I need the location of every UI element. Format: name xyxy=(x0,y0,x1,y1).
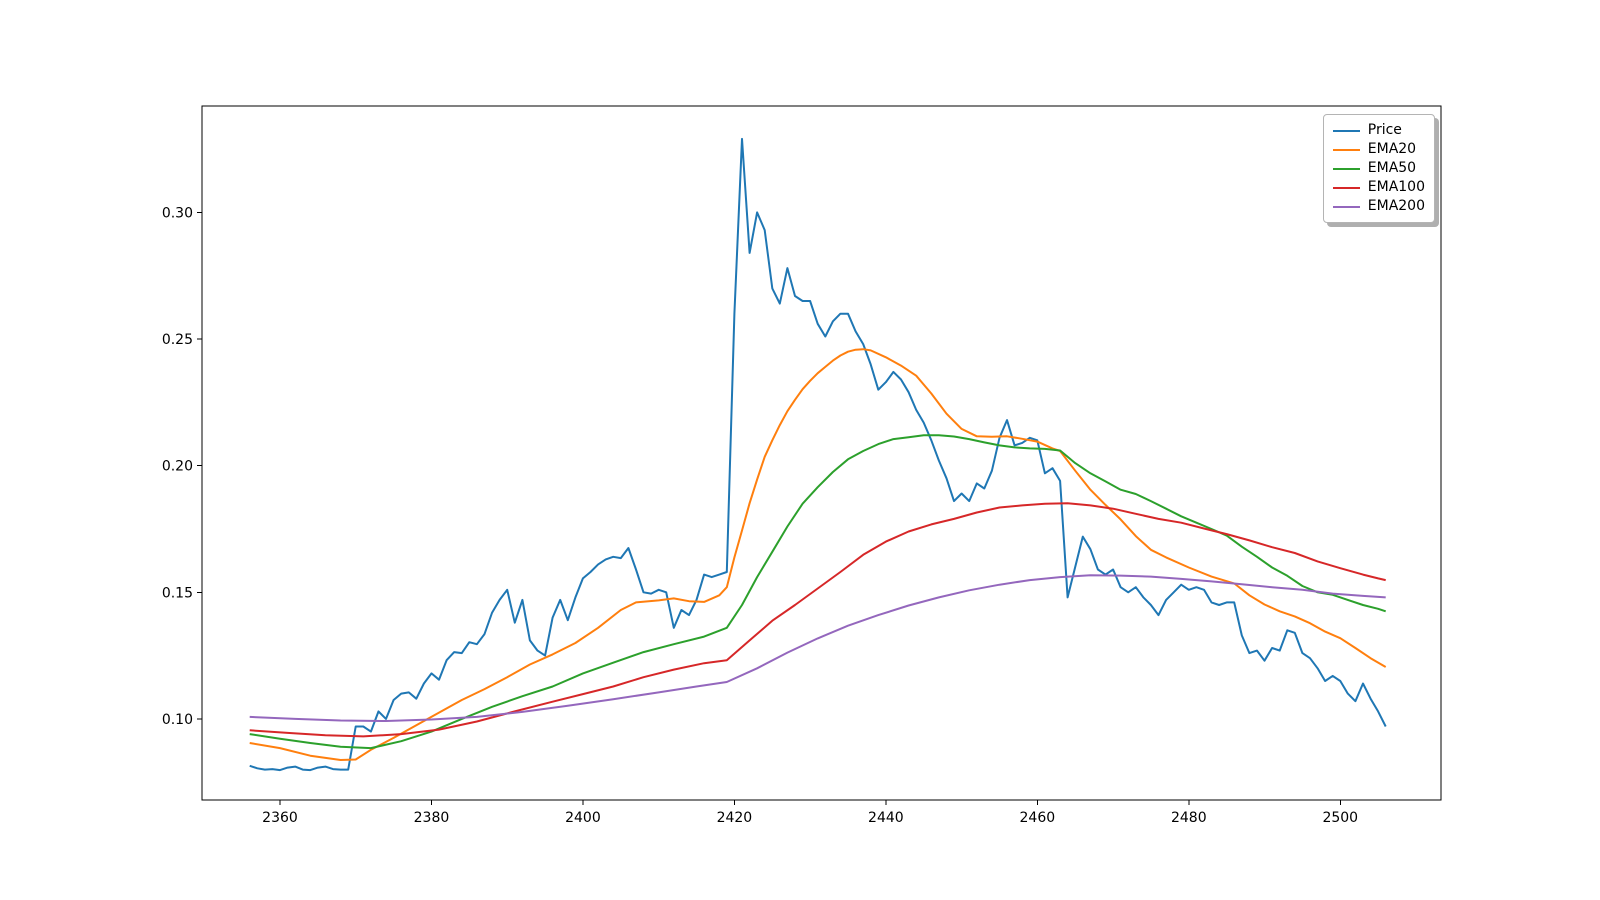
legend-entry: Price xyxy=(1332,121,1425,140)
legend-label: EMA20 xyxy=(1367,141,1417,157)
legend-entry: EMA100 xyxy=(1332,178,1425,197)
y-tick-label: 0.10 xyxy=(162,712,193,728)
legend-entry: EMA200 xyxy=(1332,197,1425,216)
legend-line-swatch xyxy=(1332,148,1360,151)
legend-line-swatch xyxy=(1332,205,1360,208)
series-line-ema100 xyxy=(249,502,1386,738)
plot-frame xyxy=(201,105,1442,801)
y-tick-label: 0.30 xyxy=(162,205,193,221)
series-line-ema20 xyxy=(249,348,1387,761)
legend-line-swatch xyxy=(1332,167,1360,170)
legend-label: Price xyxy=(1367,122,1402,138)
legend-entry: EMA20 xyxy=(1332,140,1425,159)
legend: Price EMA20 EMA50 EMA100 EMA200 xyxy=(1322,114,1435,223)
y-tick-label: 0.25 xyxy=(162,332,193,348)
legend-label: EMA100 xyxy=(1367,179,1425,195)
x-tick-label: 2420 xyxy=(717,810,753,826)
plot-background xyxy=(202,106,1441,800)
legend-label: EMA50 xyxy=(1367,160,1417,176)
x-tick-label: 2380 xyxy=(414,810,450,826)
x-tick-label: 2400 xyxy=(565,810,601,826)
legend-entry: EMA50 xyxy=(1332,159,1425,178)
x-tick-label: 2500 xyxy=(1322,810,1358,826)
x-tick-label: 2360 xyxy=(262,810,298,826)
legend-line-swatch xyxy=(1332,186,1360,189)
legend-line-swatch xyxy=(1332,129,1360,132)
series-line-ema200 xyxy=(249,574,1386,722)
x-tick-label: 2480 xyxy=(1171,810,1207,826)
series-line-price xyxy=(249,137,1387,772)
x-tick-label: 2440 xyxy=(868,810,904,826)
x-tick-label: 2460 xyxy=(1020,810,1056,826)
series-line-ema50 xyxy=(249,434,1387,750)
y-tick-label: 0.15 xyxy=(162,585,193,601)
y-tick-label: 0.20 xyxy=(162,459,193,475)
legend-label: EMA200 xyxy=(1367,198,1425,214)
